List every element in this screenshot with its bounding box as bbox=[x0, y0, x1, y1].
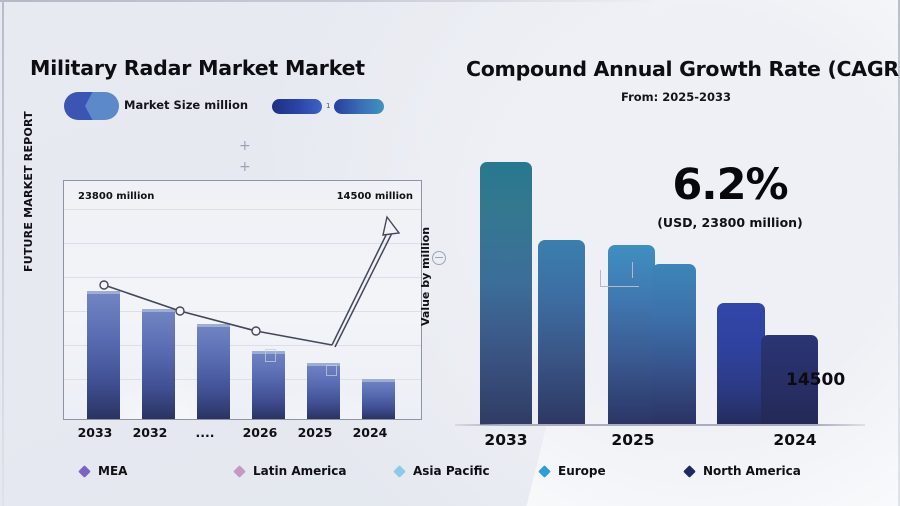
pill-separator-label: 1 bbox=[326, 102, 331, 110]
market-size-label: Market Size million bbox=[124, 98, 249, 112]
notch-marker-icon bbox=[600, 270, 639, 287]
panel-border-right bbox=[898, 0, 900, 506]
right-chart-value-label: 14500 bbox=[786, 370, 846, 390]
rbar-2024-upper bbox=[717, 303, 765, 425]
hexagon-logo-icon bbox=[64, 92, 119, 120]
rbar-2033-lower bbox=[538, 240, 585, 425]
x-label-2024: 2024 bbox=[352, 425, 388, 440]
bar-dots bbox=[197, 324, 230, 419]
notch-marker-tick bbox=[632, 262, 633, 278]
legend-item-asia-pacific[interactable]: Asia Pacific bbox=[393, 464, 540, 478]
x-label-2025: 2025 bbox=[297, 425, 333, 440]
legend-pill-group: 1 bbox=[272, 99, 385, 114]
gridline bbox=[64, 277, 421, 278]
bar-2026 bbox=[252, 351, 285, 419]
bar-2033 bbox=[87, 291, 120, 419]
legend-dot-latin-america bbox=[233, 464, 246, 478]
legend-dot-europe bbox=[538, 464, 551, 478]
chart-legend: MEA Latin America Asia Pacific Europe No… bbox=[78, 464, 801, 478]
x-label-2026: 2026 bbox=[242, 425, 278, 440]
left-y-axis-label: FUTURE MARKET REPORT bbox=[22, 111, 35, 272]
left-bar-chart: 23800 million 14500 million bbox=[63, 180, 422, 420]
legend-item-europe[interactable]: Europe bbox=[538, 464, 685, 478]
legend-label-latin-america: Latin America bbox=[253, 464, 347, 478]
right-chart-baseline bbox=[455, 424, 865, 426]
legend-label-asia-pacific: Asia Pacific bbox=[413, 464, 490, 478]
minus-circle-icon bbox=[432, 251, 446, 265]
panel-border-left bbox=[2, 0, 4, 506]
plus-icon-lower: + bbox=[239, 159, 251, 175]
pill-primary-icon bbox=[272, 99, 322, 114]
right-panel-title: Compound Annual Growth Rate (CAGR) bbox=[466, 57, 900, 81]
x-label-2033: 2033 bbox=[77, 425, 113, 440]
x-label-2032: 2032 bbox=[132, 425, 168, 440]
legend-dot-mea bbox=[78, 464, 91, 478]
right-panel-subtitle: From: 2025-2033 bbox=[620, 90, 732, 104]
annotation-start: 23800 million bbox=[78, 191, 155, 202]
trend-line-overlay bbox=[99, 215, 401, 348]
gridline bbox=[64, 345, 421, 346]
x-label-dots: .... bbox=[195, 425, 215, 440]
annotation-end: 14500 million bbox=[336, 191, 413, 202]
legend-dot-north-america bbox=[683, 464, 696, 478]
bar-2025 bbox=[307, 363, 340, 419]
cagr-units: (USD, 23800 million) bbox=[657, 215, 803, 230]
right-bar-chart bbox=[455, 140, 875, 425]
gridline bbox=[64, 379, 421, 380]
pill-secondary-icon bbox=[334, 99, 385, 114]
legend-item-north-america[interactable]: North America bbox=[683, 464, 801, 478]
panel-border-top bbox=[0, 0, 660, 2]
bar-2032 bbox=[142, 309, 175, 419]
gridline bbox=[64, 311, 421, 312]
legend-item-latin-america[interactable]: Latin America bbox=[233, 464, 395, 478]
legend-dot-asia-pacific bbox=[393, 464, 406, 478]
rx-label-2033: 2033 bbox=[484, 431, 528, 449]
rbar-2033-upper bbox=[480, 162, 532, 425]
bar-2024 bbox=[362, 379, 395, 419]
gridline bbox=[64, 209, 421, 210]
plus-icon-upper: + bbox=[239, 138, 251, 154]
rbar-2024-lower bbox=[761, 335, 818, 425]
growth-arrow-icon bbox=[331, 215, 401, 348]
legend-label-north-america: North America bbox=[703, 464, 801, 478]
rbar-2025-lower bbox=[652, 264, 696, 425]
cagr-value: 6.2% bbox=[672, 160, 788, 210]
legend-label-europe: Europe bbox=[558, 464, 606, 478]
rx-label-2024: 2024 bbox=[773, 431, 817, 449]
faint-square-icon bbox=[265, 349, 276, 362]
legend-label-mea: MEA bbox=[98, 464, 128, 478]
legend-item-mea[interactable]: MEA bbox=[78, 464, 235, 478]
right-y-axis-label: Value by million bbox=[419, 226, 432, 326]
rbar-2025-upper bbox=[608, 245, 655, 425]
rx-label-2025: 2025 bbox=[611, 431, 655, 449]
faint-square-icon-2 bbox=[326, 365, 337, 376]
left-panel-title: Military Radar Market Market bbox=[30, 56, 365, 80]
gridline bbox=[64, 243, 421, 244]
